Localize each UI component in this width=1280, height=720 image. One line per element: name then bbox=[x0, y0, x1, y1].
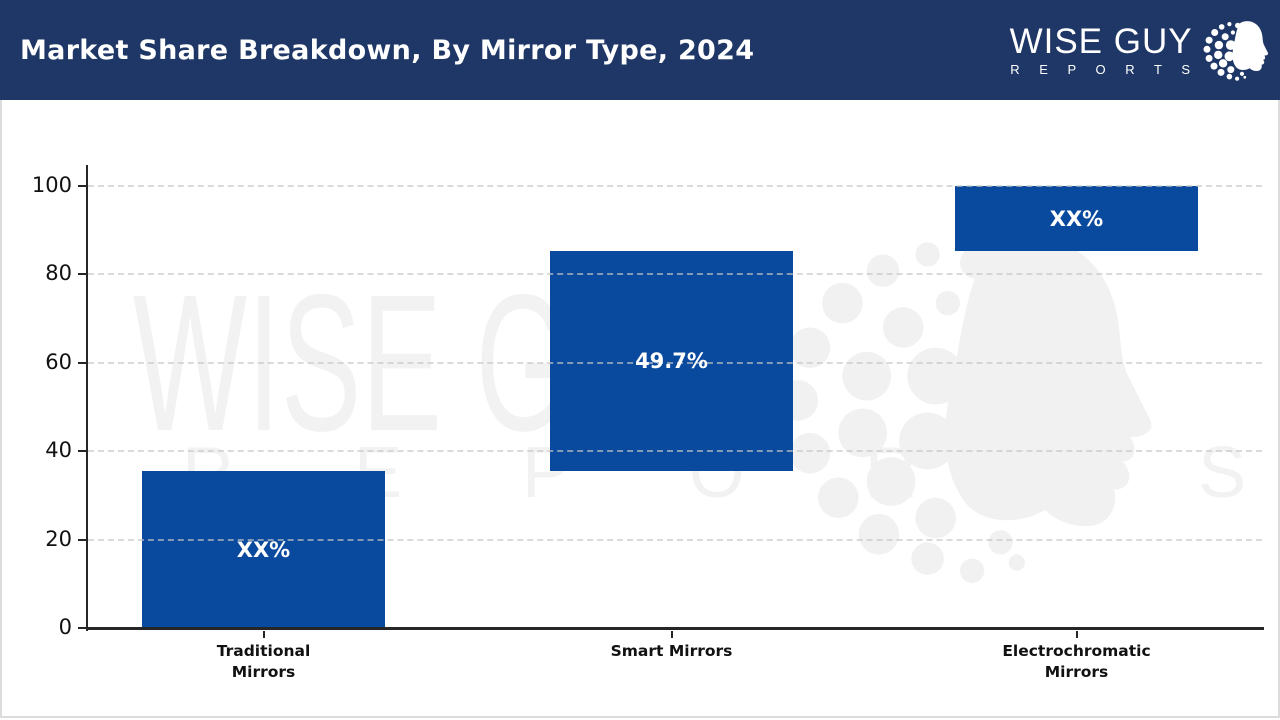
wise-guy-logo: WISE GUY R E P O R T S bbox=[1004, 12, 1270, 88]
y-tick-label-60: 60 bbox=[45, 349, 72, 374]
y-tick-80 bbox=[78, 273, 86, 276]
y-axis-line bbox=[86, 165, 88, 631]
page-title: Market Share Breakdown, By Mirror Type, … bbox=[20, 34, 755, 66]
gridline-80 bbox=[88, 273, 1262, 276]
y-tick-60 bbox=[78, 361, 86, 364]
x-category-label-2: Smart Mirrors bbox=[610, 642, 733, 660]
watermark-head-icon bbox=[777, 236, 1152, 583]
x-category-label-1: Traditional Mirrors bbox=[216, 642, 311, 681]
x-tick-1 bbox=[262, 631, 265, 638]
bar-value-label-2: 49.7% bbox=[635, 349, 708, 374]
bar-2 bbox=[550, 251, 793, 472]
y-tick-label-20: 20 bbox=[45, 526, 72, 551]
y-tick-label-100: 100 bbox=[31, 173, 72, 197]
x-category-label-3: Electrochromatic Mirrors bbox=[1002, 642, 1151, 681]
x-tick-3 bbox=[1075, 631, 1078, 638]
gridline-60 bbox=[88, 361, 1262, 364]
header: Market Share Breakdown, By Mirror Type, … bbox=[0, 0, 1280, 100]
gridline-40 bbox=[88, 450, 1262, 453]
x-tick-2 bbox=[670, 631, 673, 638]
bar-value-label-1: XX% bbox=[236, 537, 291, 562]
x-axis-line bbox=[86, 627, 1264, 630]
gridline-20 bbox=[88, 538, 1262, 541]
bar-1 bbox=[142, 471, 385, 628]
gridline-100 bbox=[88, 185, 1262, 187]
y-tick-40 bbox=[78, 450, 86, 453]
y-tick-20 bbox=[78, 538, 86, 541]
y-tick-0 bbox=[78, 627, 86, 629]
logo-head-icon bbox=[1203, 21, 1269, 81]
bar-value-label-3: XX% bbox=[1049, 206, 1104, 231]
y-tick-label-80: 80 bbox=[45, 261, 72, 286]
y-tick-100 bbox=[78, 185, 86, 187]
y-tick-label-40: 40 bbox=[45, 438, 72, 463]
logo-reports-label: R E P O R T S bbox=[1010, 62, 1198, 77]
y-tick-label-0: 0 bbox=[58, 615, 72, 639]
logo-wordmark: WISE GUY bbox=[1009, 22, 1193, 61]
bar-3 bbox=[955, 186, 1198, 252]
logo-wordmark-block: WISE GUY R E P O R T S bbox=[1004, 24, 1198, 76]
